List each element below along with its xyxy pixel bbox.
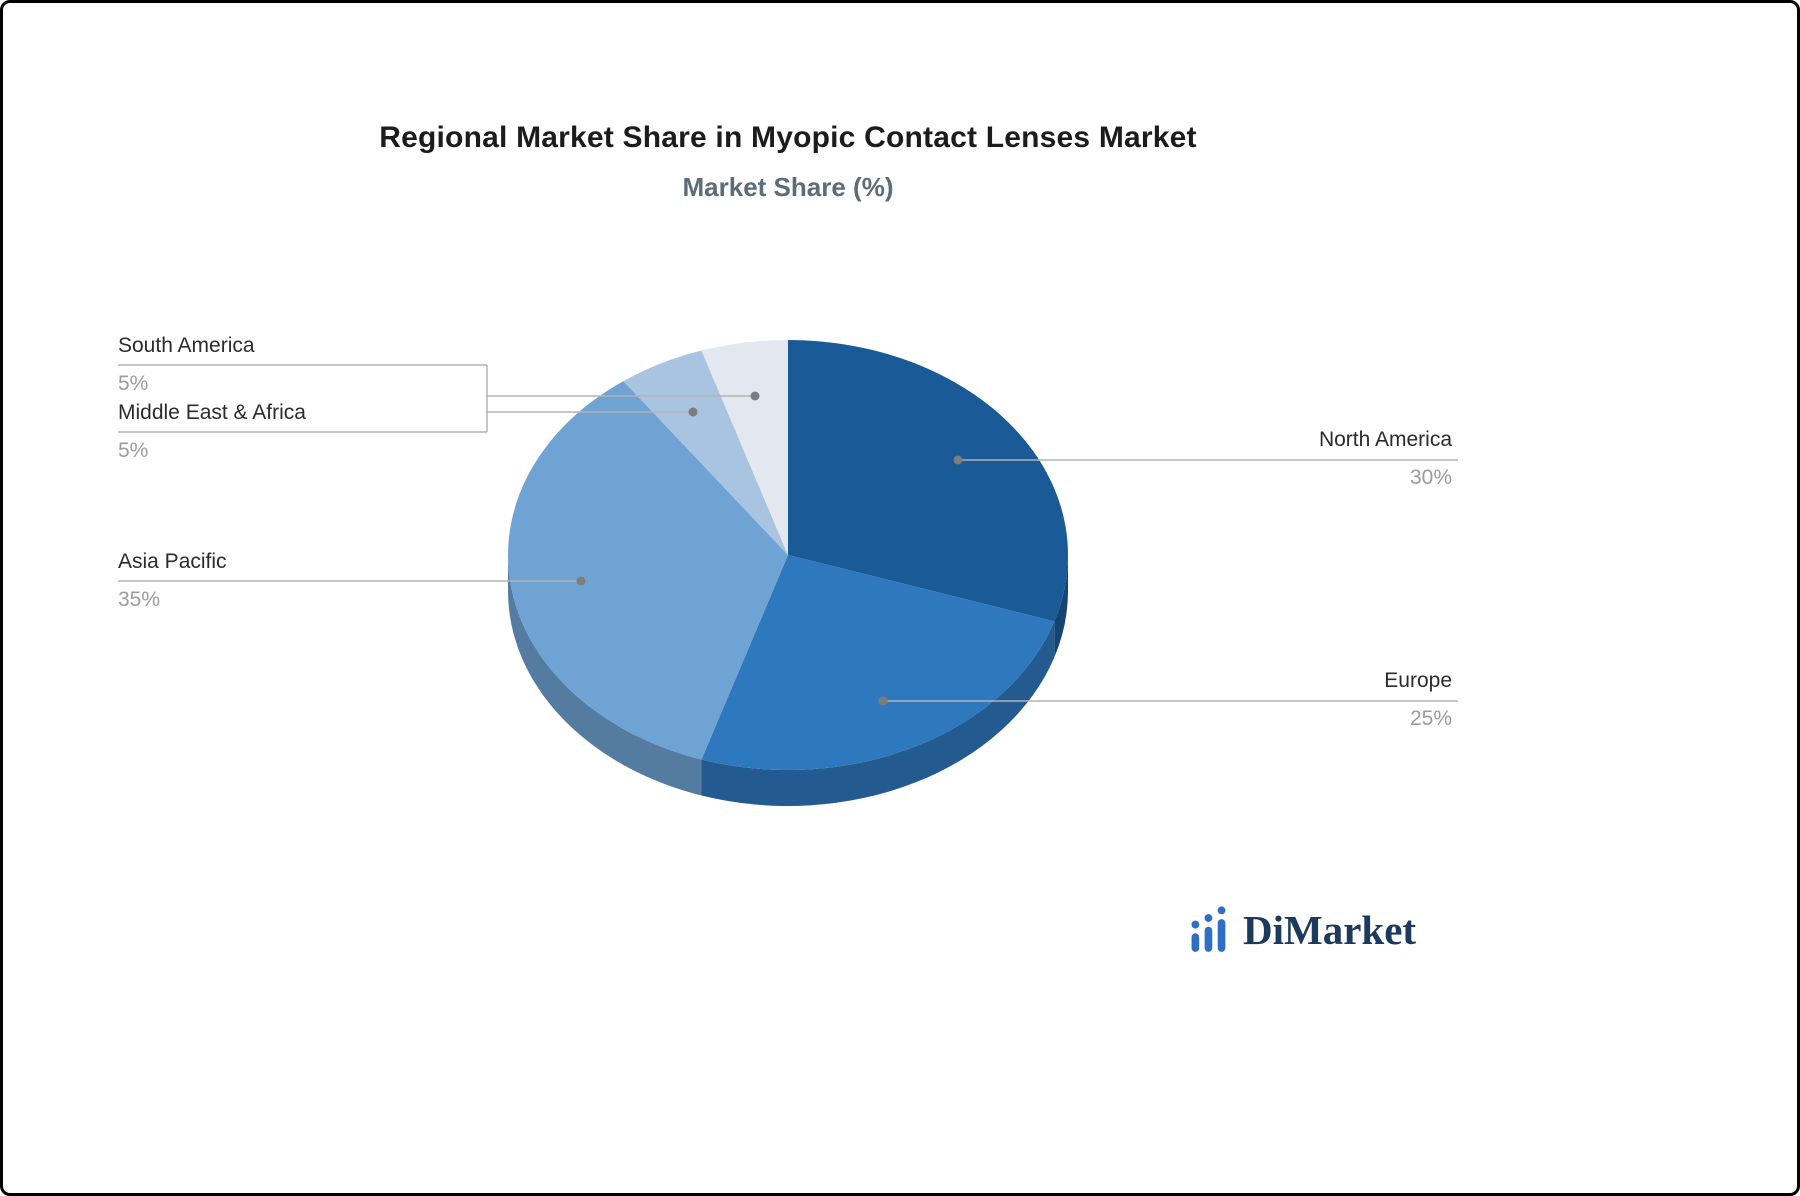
slice-value: 5% <box>118 372 149 395</box>
leader-lines <box>118 364 1458 702</box>
leader-dot <box>688 407 698 417</box>
slice-label: North America <box>1318 428 1452 451</box>
pie-slice-europe <box>701 555 1055 771</box>
slice-value: 25% <box>1409 707 1452 730</box>
chart-title: Regional Market Share in Myopic Contact … <box>379 121 1197 154</box>
bar-chart-icon <box>1191 906 1226 952</box>
callout-europe: Europe 25% <box>1384 668 1452 732</box>
pie-slice-middle-east-africa <box>623 350 788 555</box>
pie-side-asia-pacific <box>507 555 702 796</box>
pie-slice-south-america <box>701 340 788 555</box>
leader-dot <box>878 696 888 706</box>
slice-label: Asia Pacific <box>118 550 227 573</box>
slice-label: South America <box>118 334 255 357</box>
slice-value: 30% <box>1409 466 1452 489</box>
logo-text: DiMarket <box>1243 907 1417 953</box>
slice-value: 35% <box>118 588 161 611</box>
chart-header: Regional Market Share in Myopic Contact … <box>3 121 1573 203</box>
pie-side-europe <box>701 621 1055 807</box>
slice-value: 5% <box>118 439 149 462</box>
pie-chart <box>118 340 1458 807</box>
callout-asia-pacific: Asia Pacific 35% <box>118 549 227 613</box>
callout-north-america: North America 30% <box>1319 427 1452 491</box>
pie-slice-asia-pacific <box>508 381 788 760</box>
leader-dot <box>953 455 963 465</box>
callout-middle-east-africa: Middle East & Africa 5% <box>118 400 306 464</box>
dimarket-logo: DiMarket <box>1188 906 1416 954</box>
slice-label: Europe <box>1384 669 1452 692</box>
leader-dot <box>576 576 586 586</box>
pie-side-north-america <box>1054 555 1068 658</box>
pie-slice-north-america <box>788 340 1068 622</box>
leader-dot <box>750 391 760 401</box>
callout-south-america: South America 5% <box>118 333 255 397</box>
chart-subtitle: Market Share (%) <box>682 172 894 202</box>
pie-slices <box>507 340 1068 807</box>
slice-label: Middle East & Africa <box>118 401 306 424</box>
leader-dots <box>576 391 963 706</box>
